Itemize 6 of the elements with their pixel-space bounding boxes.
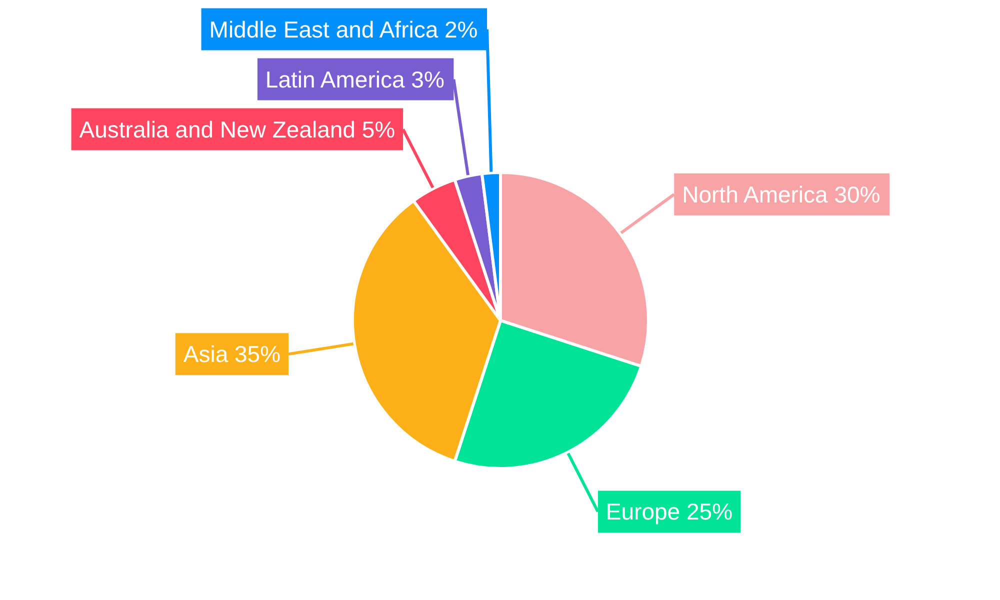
slice-label: Middle East and Africa 2% xyxy=(209,16,478,42)
slice-label: Asia 35% xyxy=(183,341,281,368)
slice-label: Australia and New Zealand 5% xyxy=(79,116,396,142)
slice-label: Europe 25% xyxy=(606,498,733,525)
slice-label: Latin America 3% xyxy=(265,66,444,92)
slice-label: North America 30% xyxy=(682,181,880,208)
